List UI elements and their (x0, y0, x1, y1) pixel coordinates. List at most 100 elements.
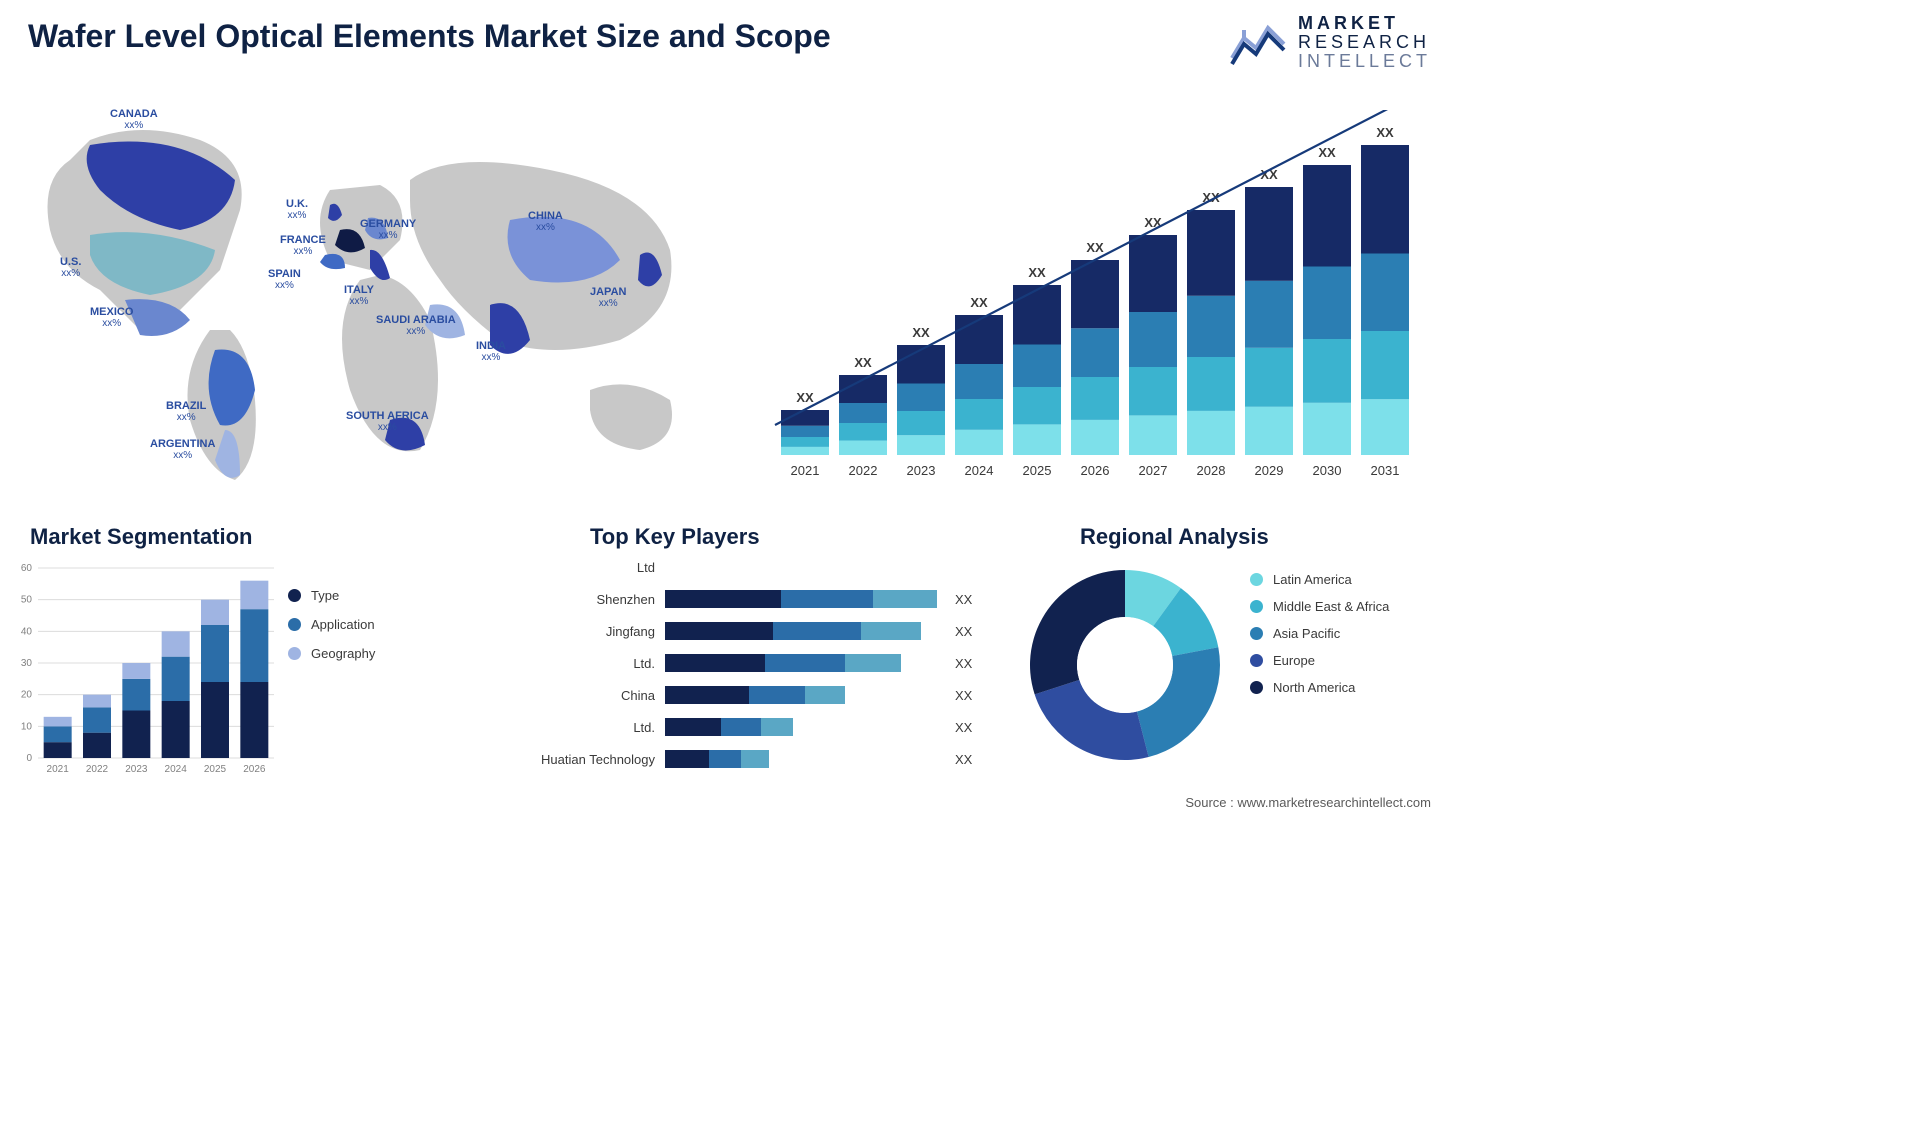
map-callout: ARGENTINAxx% (150, 438, 215, 461)
legend-swatch (1250, 654, 1263, 667)
player-row: Ltd. XX (480, 714, 990, 740)
player-row: Huatian TechnologyXX (480, 746, 990, 772)
legend-swatch (1250, 681, 1263, 694)
player-bar-segment (721, 718, 761, 736)
map-callout: CANADAxx% (110, 108, 158, 131)
svg-text:XX: XX (1318, 145, 1336, 160)
legend-item: Application (288, 617, 375, 632)
legend-item: Type (288, 588, 375, 603)
map-callout-value: xx% (166, 412, 206, 423)
map-callout: INDIAxx% (476, 340, 506, 363)
brand-line2: RESEARCH (1298, 33, 1431, 52)
svg-text:30: 30 (21, 658, 33, 669)
svg-text:XX: XX (854, 355, 872, 370)
legend-label: Latin America (1273, 572, 1352, 587)
legend-item: Asia Pacific (1250, 626, 1389, 641)
legend-swatch (288, 589, 301, 602)
player-bar-segment (665, 750, 709, 768)
player-bar-segment (873, 590, 937, 608)
brand-line3: INTELLECT (1298, 52, 1431, 71)
map-callout-country: GERMANY (360, 218, 416, 230)
player-label: Shenzhen (480, 592, 665, 607)
player-label: Jingfang (480, 624, 665, 639)
donut-legend: Latin AmericaMiddle East & AfricaAsia Pa… (1250, 572, 1389, 707)
map-callout-value: xx% (286, 210, 308, 221)
map-callout: SPAINxx% (268, 268, 301, 291)
regional-donut-chart (1020, 560, 1230, 770)
source-label: Source : www.marketresearchintellect.com (1185, 795, 1431, 810)
map-callout-value: xx% (360, 230, 416, 241)
svg-text:2025: 2025 (204, 764, 227, 775)
section-title-segmentation: Market Segmentation (30, 524, 253, 550)
player-row: ChinaXX (480, 682, 990, 708)
brand-line1: MARKET (1298, 14, 1431, 33)
svg-text:0: 0 (26, 753, 32, 764)
player-value: XX (955, 656, 972, 671)
player-label: Ltd. (480, 656, 665, 671)
player-bar (665, 590, 945, 608)
svg-text:2025: 2025 (1023, 463, 1052, 478)
legend-label: Type (311, 588, 339, 603)
svg-text:10: 10 (21, 721, 33, 732)
player-bar-segment (845, 654, 901, 672)
player-bar-segment (761, 718, 793, 736)
section-title-regional: Regional Analysis (1080, 524, 1269, 550)
svg-text:2031: 2031 (1371, 463, 1400, 478)
svg-text:50: 50 (21, 595, 33, 606)
legend-swatch (1250, 573, 1263, 586)
legend-item: Europe (1250, 653, 1389, 668)
svg-text:2027: 2027 (1139, 463, 1168, 478)
player-label: Ltd. (480, 720, 665, 735)
player-bar-segment (861, 622, 921, 640)
legend-label: Geography (311, 646, 375, 661)
player-bar (665, 622, 945, 640)
player-value: XX (955, 720, 972, 735)
player-bar-segment (781, 590, 873, 608)
svg-text:20: 20 (21, 690, 33, 701)
player-bar-segment (773, 622, 861, 640)
map-callout: GERMANYxx% (360, 218, 416, 241)
map-callout-value: xx% (110, 120, 158, 131)
legend-swatch (1250, 600, 1263, 613)
map-callout-country: CANADA (110, 108, 158, 120)
svg-text:40: 40 (21, 626, 33, 637)
player-bar-segment (805, 686, 845, 704)
map-callout-value: xx% (376, 326, 456, 337)
map-callout-country: ARGENTINA (150, 438, 215, 450)
player-bar (665, 558, 945, 576)
player-bar-segment (665, 590, 781, 608)
player-bar (665, 654, 945, 672)
player-bar-segment (665, 622, 773, 640)
legend-label: Asia Pacific (1273, 626, 1340, 641)
map-callout-value: xx% (346, 422, 429, 433)
legend-label: Application (311, 617, 375, 632)
brand-logo: MARKET RESEARCH INTELLECT (1230, 14, 1431, 71)
map-callout: U.S.xx% (60, 256, 81, 279)
map-callout-country: SOUTH AFRICA (346, 410, 429, 422)
svg-text:2022: 2022 (849, 463, 878, 478)
page-title: Wafer Level Optical Elements Market Size… (28, 18, 831, 55)
player-value: XX (955, 592, 972, 607)
map-callout: U.K.xx% (286, 198, 308, 221)
player-bar-segment (749, 686, 805, 704)
player-bar-segment (709, 750, 741, 768)
market-size-bar-chart: XX2021XX2022XX2023XX2024XX2025XX2026XX20… (771, 110, 1431, 485)
player-bar-segment (665, 686, 749, 704)
map-callout-value: xx% (150, 450, 215, 461)
map-callout-value: xx% (476, 352, 506, 363)
svg-text:2026: 2026 (243, 764, 266, 775)
map-callout: CHINAxx% (528, 210, 563, 233)
map-callout-country: FRANCE (280, 234, 326, 246)
svg-text:2026: 2026 (1081, 463, 1110, 478)
map-callout-country: INDIA (476, 340, 506, 352)
svg-text:XX: XX (796, 390, 814, 405)
map-callout: BRAZILxx% (166, 400, 206, 423)
map-callout-value: xx% (344, 296, 374, 307)
map-callout-country: SPAIN (268, 268, 301, 280)
map-callout: MEXICOxx% (90, 306, 133, 329)
svg-text:XX: XX (1028, 265, 1046, 280)
map-callout-value: xx% (590, 298, 626, 309)
legend-swatch (1250, 627, 1263, 640)
player-bar (665, 750, 945, 768)
legend-label: North America (1273, 680, 1355, 695)
